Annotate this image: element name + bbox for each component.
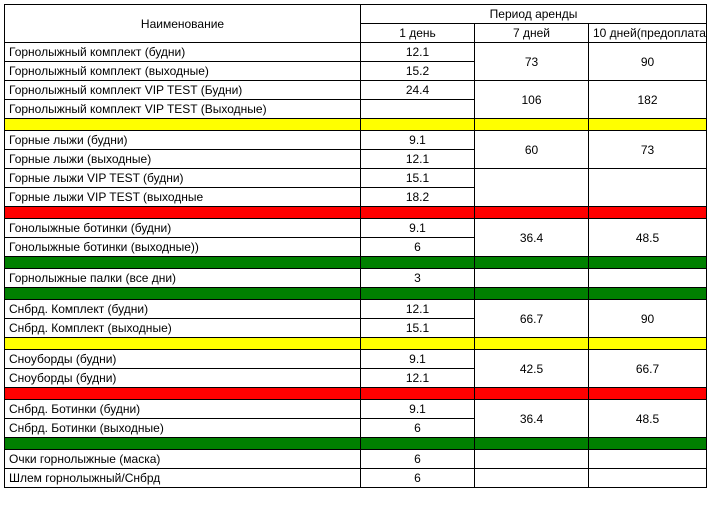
- cell-d1: 12.1: [361, 300, 475, 319]
- cell-d1: 3: [361, 269, 475, 288]
- separator-yellow: [5, 119, 707, 131]
- cell-d7: 42.5: [475, 350, 589, 388]
- cell-d1: 9.1: [361, 400, 475, 419]
- cell-name: Снбрд. Комплект (выходные): [5, 319, 361, 338]
- header-name: Наименование: [5, 5, 361, 43]
- cell-name: Горнолыжный комплект (будни): [5, 43, 361, 62]
- cell-d10: 182: [589, 81, 707, 119]
- cell-d7: [475, 269, 589, 288]
- separator-green: [5, 288, 707, 300]
- cell-d7: 66.7: [475, 300, 589, 338]
- cell-d10: [589, 450, 707, 469]
- cell-d7: [475, 469, 589, 488]
- cell-name: Гонолыжные ботинки (выходные)): [5, 238, 361, 257]
- cell-name: Горнолыжный комплект VIP TEST (Будни): [5, 81, 361, 100]
- cell-d10: 48.5: [589, 219, 707, 257]
- cell-name: Снбрд. Комплект (будни): [5, 300, 361, 319]
- cell-d10: [589, 269, 707, 288]
- separator-yellow: [5, 338, 707, 350]
- header-period: Период аренды: [361, 5, 707, 24]
- cell-d1: 6: [361, 450, 475, 469]
- header-d10: 10 дней(предоплата): [589, 24, 707, 43]
- cell-name: Шлем горнолыжный/Снбрд: [5, 469, 361, 488]
- cell-d10: 66.7: [589, 350, 707, 388]
- cell-d1: 15.1: [361, 319, 475, 338]
- table-row: Снбрд. Комплект (будни) 12.1 66.7 90: [5, 300, 707, 319]
- cell-d1: 24.4: [361, 81, 475, 100]
- cell-d1: 15.1: [361, 169, 475, 188]
- cell-d7: [475, 450, 589, 469]
- table-row: Горные лыжи VIP TEST (будни) 15.1: [5, 169, 707, 188]
- cell-d1: 6: [361, 419, 475, 438]
- separator-green: [5, 438, 707, 450]
- cell-d1: 12.1: [361, 150, 475, 169]
- cell-d10: 48.5: [589, 400, 707, 438]
- cell-d1: 12.1: [361, 369, 475, 388]
- header-d7: 7 дней: [475, 24, 589, 43]
- cell-d7: 60: [475, 131, 589, 169]
- cell-d7: 36.4: [475, 219, 589, 257]
- cell-name: Горнолыжный комплект (выходные): [5, 62, 361, 81]
- cell-name: Снбрд. Ботинки (выходные): [5, 419, 361, 438]
- cell-d1: 9.1: [361, 350, 475, 369]
- cell-name: Горные лыжи (выходные): [5, 150, 361, 169]
- price-table: Наименование Период аренды 1 день 7 дней…: [4, 4, 707, 488]
- table-row: Сноуборды (будни) 9.1 42.5 66.7: [5, 350, 707, 369]
- table-row: Горные лыжи (будни) 9.1 60 73: [5, 131, 707, 150]
- cell-name: Снбрд. Ботинки (будни): [5, 400, 361, 419]
- table-row: Горнолыжные палки (все дни) 3: [5, 269, 707, 288]
- cell-name: Горнолыжные палки (все дни): [5, 269, 361, 288]
- header-d1: 1 день: [361, 24, 475, 43]
- cell-d1: 6: [361, 238, 475, 257]
- cell-d10: [589, 469, 707, 488]
- cell-d1: 12.1: [361, 43, 475, 62]
- cell-d10: 90: [589, 300, 707, 338]
- cell-d7: 106: [475, 81, 589, 119]
- table-row: Снбрд. Ботинки (будни) 9.1 36.4 48.5: [5, 400, 707, 419]
- table-row: Горнолыжный комплект VIP TEST (Будни) 24…: [5, 81, 707, 100]
- cell-name: Горные лыжи VIP TEST (выходные: [5, 188, 361, 207]
- table-row: Гонолыжные ботинки (будни) 9.1 36.4 48.5: [5, 219, 707, 238]
- cell-name: Сноуборды (будни): [5, 350, 361, 369]
- cell-d10: [589, 169, 707, 207]
- separator-green: [5, 257, 707, 269]
- cell-d7: [475, 169, 589, 207]
- table-row: Горнолыжный комплект (будни) 12.1 73 90: [5, 43, 707, 62]
- cell-name: Горные лыжи VIP TEST (будни): [5, 169, 361, 188]
- cell-d1: 9.1: [361, 219, 475, 238]
- cell-name: Гонолыжные ботинки (будни): [5, 219, 361, 238]
- cell-d1: [361, 100, 475, 119]
- cell-d1: 18.2: [361, 188, 475, 207]
- cell-d10: 90: [589, 43, 707, 81]
- cell-name: Сноуборды (будни): [5, 369, 361, 388]
- cell-name: Очки горнолыжные (маска): [5, 450, 361, 469]
- cell-d1: 9.1: [361, 131, 475, 150]
- cell-name: Горнолыжный комплект VIP TEST (Выходные): [5, 100, 361, 119]
- cell-d1: 15.2: [361, 62, 475, 81]
- separator-red: [5, 207, 707, 219]
- separator-red: [5, 388, 707, 400]
- header-row-1: Наименование Период аренды: [5, 5, 707, 24]
- cell-d7: 73: [475, 43, 589, 81]
- cell-name: Горные лыжи (будни): [5, 131, 361, 150]
- cell-d1: 6: [361, 469, 475, 488]
- table-row: Шлем горнолыжный/Снбрд 6: [5, 469, 707, 488]
- table-row: Очки горнолыжные (маска) 6: [5, 450, 707, 469]
- cell-d7: 36.4: [475, 400, 589, 438]
- cell-d10: 73: [589, 131, 707, 169]
